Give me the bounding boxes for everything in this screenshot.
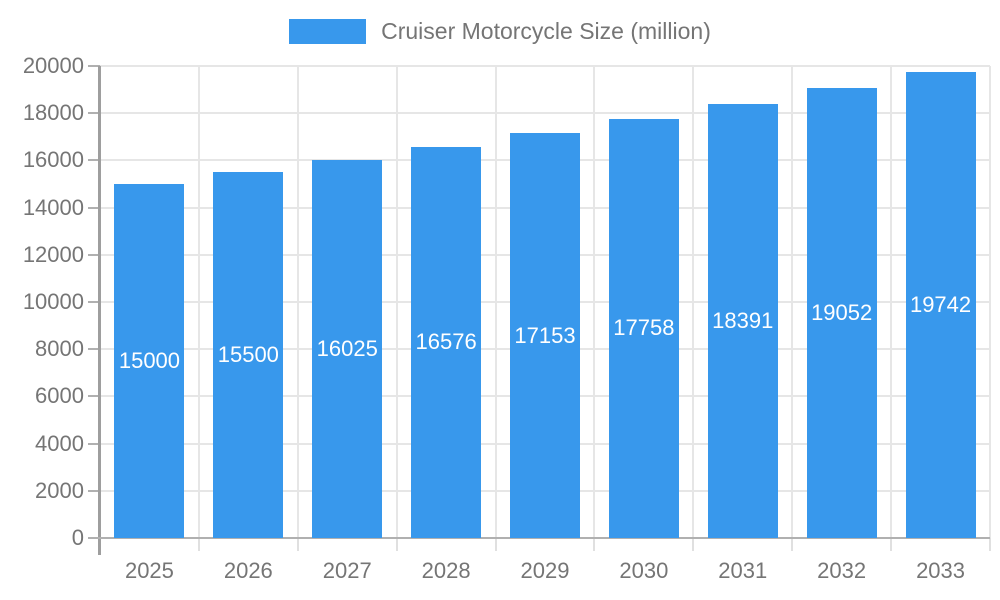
bar-value-label: 19052 [811,300,873,326]
y-axis-label: 8000 [35,336,84,362]
v-gridline [890,66,893,538]
y-axis-label: 10000 [22,289,84,314]
bar-value-label: 15500 [217,342,279,368]
bar-2032[interactable]: 19052 [806,88,877,538]
y-axis-label: 2000 [35,477,84,503]
x-axis-label: 2033 [916,558,966,583]
v-gridline [791,66,794,538]
bar-2028[interactable]: 16576 [411,146,482,538]
v-gridline [395,66,398,538]
bar-2026[interactable]: 15500 [213,172,284,538]
y-axis-tick [88,442,100,445]
y-axis-tick [88,253,100,256]
y-axis-label: 12000 [22,241,84,267]
y-axis-label: 6000 [35,383,84,409]
x-axis-label: 2030 [619,558,669,583]
x-axis-line [88,537,990,539]
y-axis-tick [88,489,100,492]
x-axis-label: 2029 [520,558,570,583]
y-axis-label: 0 [71,525,84,550]
bar-2025[interactable]: 15000 [114,184,185,538]
bar-2031[interactable]: 18391 [707,103,778,538]
x-axis-tick [692,538,695,551]
bar-2029[interactable]: 17153 [510,133,580,538]
y-axis-tick [88,301,100,303]
bar-2033[interactable]: 19742 [905,72,976,538]
y-axis-label: 4000 [35,430,84,456]
x-axis-label: 2026 [223,558,273,583]
x-axis-tick [791,538,794,551]
bar-value-label: 16025 [316,335,378,361]
x-axis-label: 2027 [322,558,372,583]
v-gridline [197,66,200,538]
x-axis-label: 2032 [817,558,867,583]
v-gridline [593,66,596,538]
x-axis-tick [989,538,991,551]
x-axis-tick [593,538,596,551]
h-gridline [100,112,990,115]
y-axis-tick [88,65,100,67]
x-axis-tick [296,538,299,551]
bar-value-label: 17153 [514,322,576,348]
bar-value-label: 16576 [415,329,477,355]
legend-label: Cruiser Motorcycle Size (million) [381,18,711,44]
bar-2030[interactable]: 17758 [608,118,679,538]
y-axis-tick [88,206,100,209]
h-gridline [100,65,990,67]
v-gridline [296,66,299,538]
y-axis-tick [88,159,100,162]
x-axis-label: 2031 [718,558,768,583]
x-axis-label: 2025 [124,558,174,583]
y-axis-tick [88,348,100,351]
bar-value-label: 15000 [118,348,181,373]
y-axis-label: 18000 [22,100,84,126]
x-axis-label: 2028 [421,558,471,583]
y-axis-label: 16000 [22,147,84,173]
x-axis-tick [494,538,497,551]
y-axis-line [98,66,101,555]
v-gridline [494,66,497,538]
y-axis-tick [88,112,100,115]
bar-2027[interactable]: 16025 [312,159,383,538]
bar-value-label: 17758 [613,315,675,341]
chart-legend[interactable]: Cruiser Motorcycle Size (million) [0,18,1000,45]
bar-value-label: 19742 [909,292,972,318]
x-axis-tick [395,538,398,551]
x-axis-tick [890,538,893,551]
v-gridline [989,66,991,538]
x-axis-tick [197,538,200,551]
legend-swatch-icon [289,19,367,44]
y-axis-label: 14000 [22,194,84,220]
bar-value-label: 18391 [712,307,774,333]
y-axis-tick [88,395,100,398]
v-gridline [692,66,695,538]
y-axis-label: 20000 [22,53,84,78]
